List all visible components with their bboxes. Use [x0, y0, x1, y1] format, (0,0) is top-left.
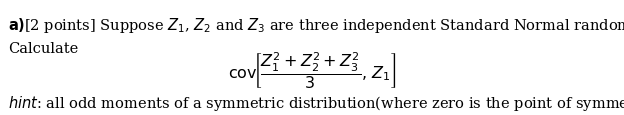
Text: $\mathrm{cov}\!\left[\dfrac{Z_1^2 + Z_2^2 + Z_3^2}{3},\, Z_1\right]$: $\mathrm{cov}\!\left[\dfrac{Z_1^2 + Z_2^… — [228, 51, 396, 90]
Text: $\mathit{hint}$: all odd moments of a symmetric distribution(where zero is the p: $\mathit{hint}$: all odd moments of a sy… — [8, 93, 624, 112]
Text: [2 points] Suppose $Z_1$, $Z_2$ and $Z_3$ are three independent Standard Normal : [2 points] Suppose $Z_1$, $Z_2$ and $Z_3… — [24, 16, 624, 35]
Text: $\mathbf{a)}$: $\mathbf{a)}$ — [8, 16, 25, 34]
Text: Calculate: Calculate — [8, 42, 78, 56]
